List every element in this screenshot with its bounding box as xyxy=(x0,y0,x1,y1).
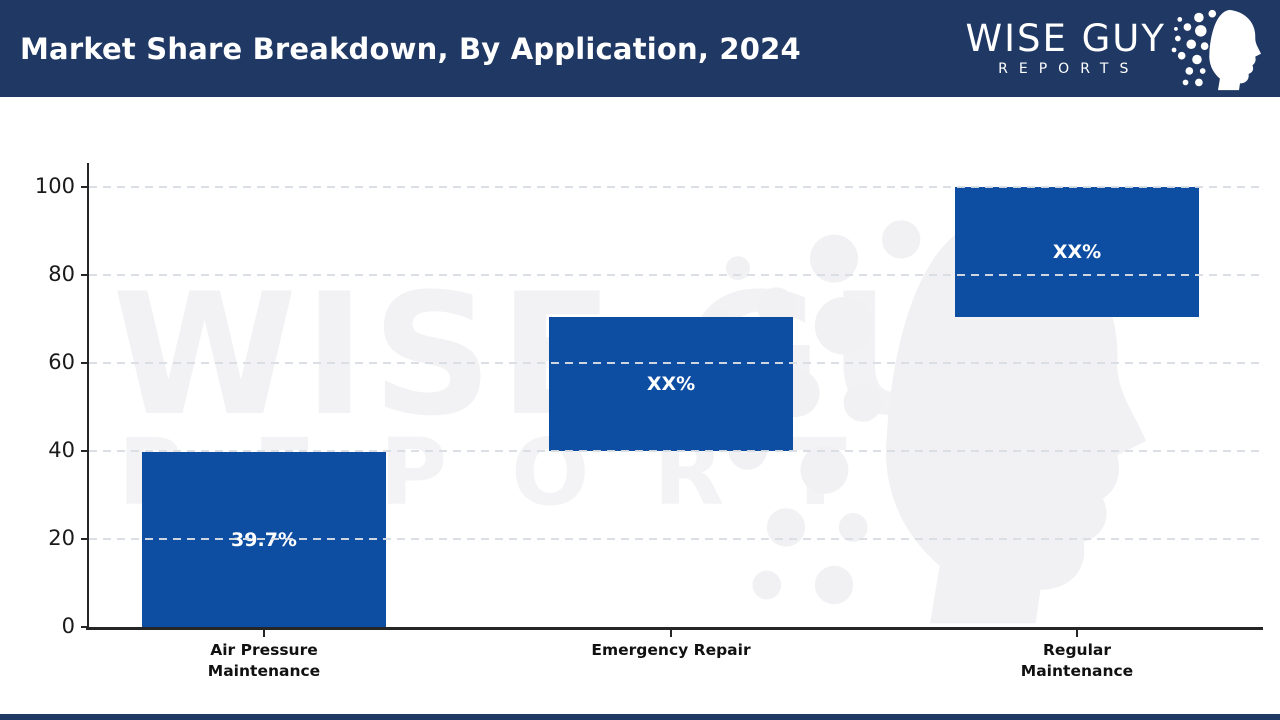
category-label-2: Emergency Repair xyxy=(511,640,831,661)
gridline-100 xyxy=(89,186,1263,188)
y-tick-label-100: 100 xyxy=(34,174,75,198)
x-tick-2 xyxy=(670,630,672,637)
category-label-line: Maintenance xyxy=(1020,662,1134,680)
y-tick-100 xyxy=(81,186,88,188)
bar-2: XX% xyxy=(549,316,793,451)
bar-value-label: XX% xyxy=(646,372,696,395)
page-title: Market Share Breakdown, By Application, … xyxy=(20,31,801,66)
header-bar: Market Share Breakdown, By Application, … xyxy=(0,0,1280,97)
category-label-line: Regular xyxy=(1043,641,1111,659)
gridline-20 xyxy=(89,538,1263,540)
category-label-3: Regular Maintenance xyxy=(917,640,1237,682)
footer-bar xyxy=(0,714,1280,720)
y-tick-40 xyxy=(81,450,88,452)
y-tick-label-40: 40 xyxy=(48,438,75,462)
y-tick-label-20: 20 xyxy=(48,526,75,550)
category-label-line: Maintenance xyxy=(207,662,321,680)
brand-name: WISE GUY xyxy=(965,17,1166,60)
x-axis-line xyxy=(86,627,1263,630)
y-tick-label-60: 60 xyxy=(48,350,75,374)
brand-logo: WISE GUY REPORTS xyxy=(966,6,1280,92)
x-tick-3 xyxy=(1076,630,1078,637)
y-tick-80 xyxy=(81,274,88,276)
bar-value-label: XX% xyxy=(1052,240,1102,263)
brand-face-icon xyxy=(1171,9,1261,90)
gridline-60 xyxy=(89,362,1263,364)
gridline-80 xyxy=(89,274,1263,276)
watermark-face-icon xyxy=(697,220,1146,624)
y-tick-60 xyxy=(81,362,88,364)
gridline-40 xyxy=(89,450,1263,452)
y-tick-20 xyxy=(81,538,88,540)
category-label-1: Air Pressure Maintenance xyxy=(104,640,424,682)
brand-logo-text: WISE GUY REPORTS xyxy=(966,20,1166,77)
brand-subtitle: REPORTS xyxy=(998,61,1140,77)
y-axis-line xyxy=(87,163,89,629)
x-tick-1 xyxy=(263,630,265,637)
bar-3: XX% xyxy=(955,187,1199,317)
y-tick-label-80: 80 xyxy=(48,262,75,286)
category-label-line: Air Pressure xyxy=(210,641,318,659)
background-watermark: WISE GUY REPORTS xyxy=(0,97,1280,714)
y-tick-0 xyxy=(81,626,88,628)
y-tick-label-0: 0 xyxy=(61,614,75,638)
category-label-line: Emergency Repair xyxy=(591,641,751,659)
